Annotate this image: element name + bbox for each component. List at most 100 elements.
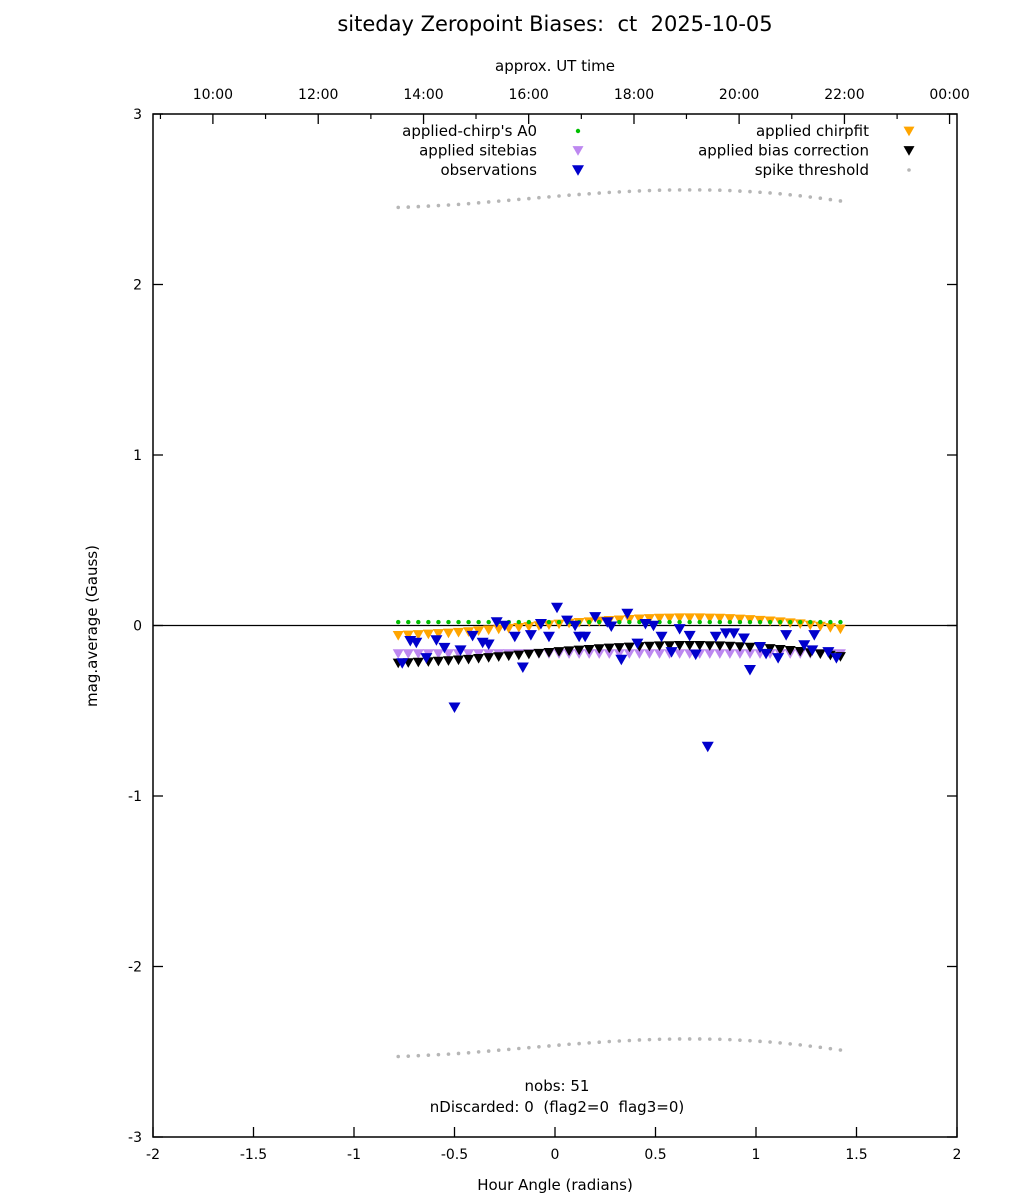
spike_threshold_lower-point <box>687 1037 692 1041</box>
applied_sitebias-point <box>442 649 454 659</box>
y-tick-label: -3 <box>128 1130 142 1146</box>
spike_threshold_lower-point <box>406 1054 411 1058</box>
spike_threshold_upper-point <box>517 197 521 202</box>
observations-point <box>561 615 574 627</box>
spike_threshold_lower-point <box>446 1052 451 1056</box>
spike_threshold_upper-point <box>697 188 702 192</box>
applied_chirpfit-point <box>704 613 716 624</box>
spike_threshold_upper-point <box>798 194 803 198</box>
spike_threshold_lower-point <box>818 1045 823 1050</box>
spike_threshold_lower-point <box>627 1038 632 1043</box>
applied_sitebias-point <box>724 649 736 659</box>
legend-label: observations <box>440 161 537 179</box>
applied_sitebias-point <box>674 649 686 659</box>
applied_chirpfit-point <box>684 613 696 624</box>
applied_chirpfit-point <box>392 630 404 641</box>
observations-point <box>534 618 547 630</box>
observations-point <box>396 658 409 669</box>
observations-point <box>631 638 644 650</box>
spike_threshold_lower-point <box>506 1047 511 1052</box>
x2-tick-label: 16:00 <box>508 87 548 103</box>
applied_chirps_a0-point <box>787 619 793 625</box>
observations-point <box>615 654 628 666</box>
spike_threshold_upper-point <box>506 198 511 203</box>
y-tick-label: 3 <box>133 107 142 123</box>
x2-tick-label: 00:00 <box>929 87 969 103</box>
observations-point <box>498 620 511 632</box>
applied_bias_correction-point <box>473 654 485 664</box>
spike_threshold_lower-point <box>396 1054 401 1059</box>
observations-point <box>689 649 702 661</box>
x-tick-label: 1.5 <box>845 1147 867 1163</box>
applied_bias_correction-point <box>774 644 786 655</box>
applied_chirpfit-point <box>804 620 816 631</box>
spike_threshold_lower-point <box>567 1042 571 1047</box>
x2-tick-label: 14:00 <box>403 87 443 103</box>
observations-point <box>780 630 793 641</box>
applied_bias_correction-point <box>664 641 676 651</box>
applied_bias_correction-point <box>533 648 545 659</box>
applied_bias_correction-point <box>503 651 515 662</box>
observations-point <box>516 662 529 673</box>
observations-point <box>466 630 479 642</box>
applied_sitebias-point <box>654 649 666 659</box>
applied_chirps_a0-point <box>406 619 411 625</box>
spike_threshold_upper-point <box>436 203 441 208</box>
applied_bias_correction-point <box>674 641 686 651</box>
spike_threshold_lower-point <box>778 1041 782 1045</box>
applied_chirps_a0-point <box>516 619 522 625</box>
observations-point <box>490 617 503 628</box>
spike_threshold_lower-point <box>828 1046 833 1051</box>
x-tick-label: 2 <box>953 1147 962 1163</box>
spike_threshold_upper-point <box>537 195 541 200</box>
spike_threshold_lower-point <box>738 1038 742 1042</box>
x-axis-label: Hour Angle (radians) <box>477 1176 633 1194</box>
applied_chirps_a0-point <box>546 619 552 625</box>
spike_threshold_lower-point <box>476 1050 481 1054</box>
spike_threshold_upper-point <box>818 196 823 201</box>
applied_chirpfit-point <box>664 613 676 624</box>
spike_threshold_upper-point <box>707 188 712 192</box>
spike_threshold_lower-point <box>707 1037 712 1041</box>
applied_chirpfit-point <box>412 630 424 640</box>
applied_sitebias-point <box>603 649 615 659</box>
spike_threshold_lower-point <box>456 1051 461 1056</box>
applied_bias_correction-point <box>684 641 696 651</box>
observations-point <box>569 620 582 632</box>
spike_threshold_upper-point <box>597 191 602 195</box>
applied_sitebias-point <box>593 649 605 659</box>
spike_threshold_upper-point <box>446 203 451 207</box>
observations-point <box>589 612 602 623</box>
observations-point <box>542 631 555 643</box>
spike_threshold_lower-point <box>517 1046 521 1051</box>
spike_threshold_upper-point <box>687 188 692 192</box>
applied_chirps_a0-point <box>617 619 622 625</box>
spike_threshold_lower-point <box>527 1045 531 1050</box>
spike_threshold_lower-point <box>416 1053 421 1058</box>
applied_chirpfit-point <box>834 624 846 635</box>
spike_threshold_lower-point <box>637 1038 642 1042</box>
spike_threshold_lower-point <box>838 1048 843 1052</box>
applied_sitebias-point <box>734 649 746 659</box>
spike_threshold_lower-point <box>728 1037 732 1042</box>
applied_chirps_a0-point <box>798 619 803 625</box>
applied_chirps_a0-point <box>637 619 642 625</box>
applied_chirps_a0-point <box>838 619 843 625</box>
applied_chirps_a0-point <box>687 619 692 625</box>
observations-point <box>798 640 811 651</box>
applied_sitebias-point <box>412 649 424 659</box>
spike_threshold_upper-point <box>547 195 551 199</box>
applied_chirpfit-point <box>824 623 836 633</box>
spike_threshold_upper-point <box>396 205 401 210</box>
spike_threshold_lower-point <box>748 1038 752 1043</box>
observations-point <box>830 653 843 664</box>
observations-point <box>605 621 618 633</box>
x2-tick-label: 12:00 <box>298 87 338 103</box>
applied_chirps_a0-point <box>757 619 763 625</box>
applied_chirps_a0-point <box>526 619 532 625</box>
observations-point <box>727 628 740 639</box>
applied_bias_correction-point <box>583 644 595 655</box>
spike_threshold_upper-point <box>657 188 662 193</box>
